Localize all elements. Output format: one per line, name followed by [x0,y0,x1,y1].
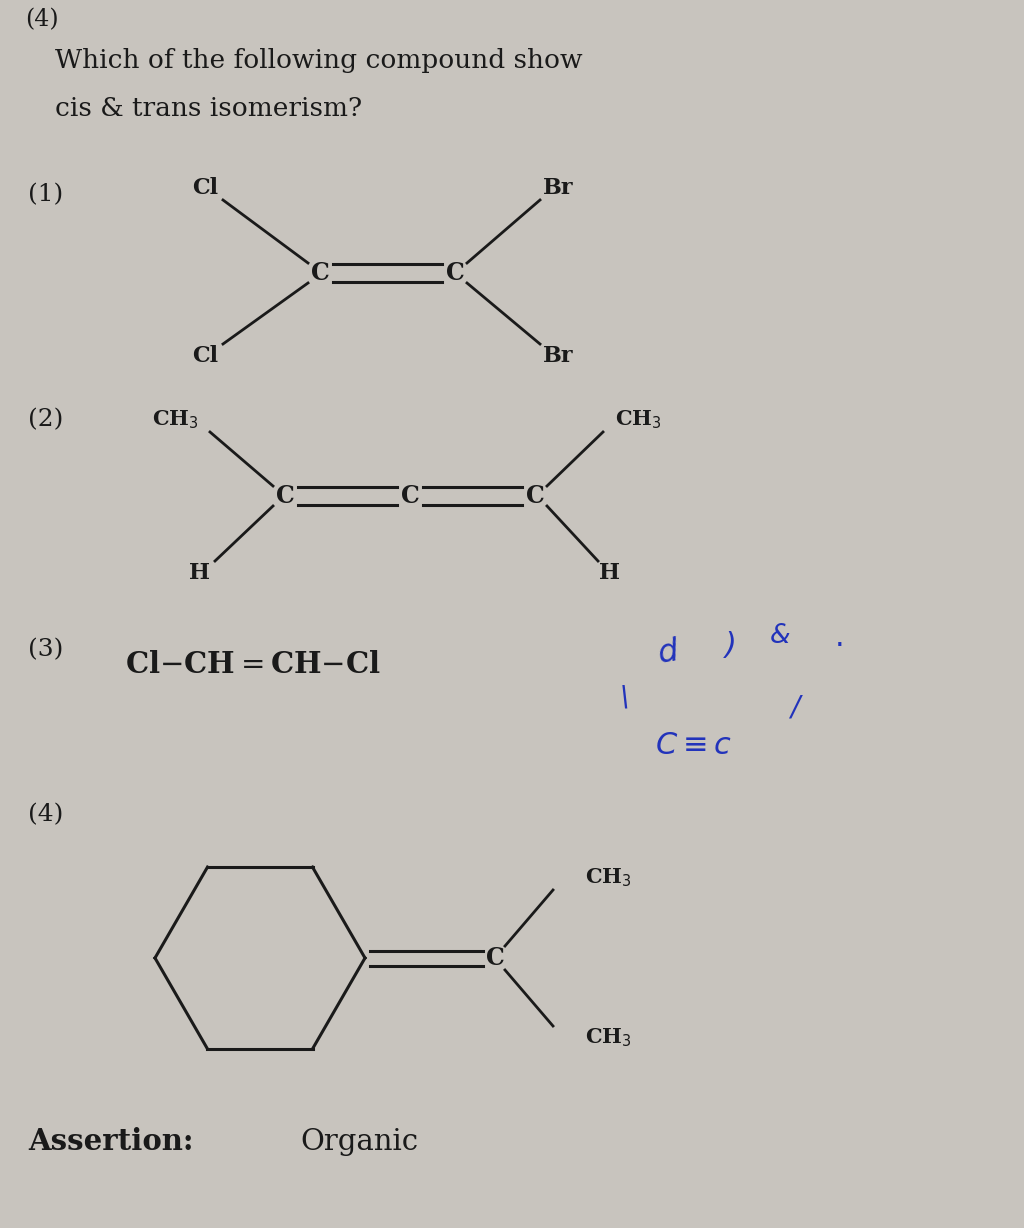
Text: (3): (3) [28,639,63,661]
Text: Br: Br [543,345,573,367]
Text: C: C [485,946,505,970]
Text: CH$_3$: CH$_3$ [614,409,662,431]
Text: /: / [790,694,800,722]
Text: (4): (4) [25,9,58,31]
Text: C: C [275,484,294,508]
Text: Cl: Cl [191,345,218,367]
Text: C: C [400,484,420,508]
Text: CH$_3$: CH$_3$ [585,867,632,889]
Text: C: C [445,262,464,285]
Text: C$\equiv$c: C$\equiv$c [655,732,732,760]
Text: Br: Br [543,177,573,199]
Text: (4): (4) [28,803,63,826]
Text: H: H [599,562,621,585]
Text: C: C [310,262,330,285]
Text: .: . [835,624,845,652]
Text: H: H [189,562,211,585]
Text: C: C [525,484,545,508]
Text: d: d [655,636,681,670]
Text: Cl: Cl [191,177,218,199]
Text: Assertion:: Assertion: [28,1127,194,1156]
Text: Organic: Organic [300,1129,418,1156]
Text: \: \ [620,684,630,712]
Text: Cl$-$CH$=$CH$-$Cl: Cl$-$CH$=$CH$-$Cl [125,651,381,679]
Text: Which of the following compound show: Which of the following compound show [55,48,583,72]
Text: ): ) [725,631,737,661]
Text: (1): (1) [28,183,63,206]
Text: (2): (2) [28,408,63,431]
Text: CH$_3$: CH$_3$ [585,1027,632,1049]
Text: cis & trans isomerism?: cis & trans isomerism? [55,96,362,122]
Text: &: & [770,623,791,650]
Text: CH$_3$: CH$_3$ [152,409,199,431]
